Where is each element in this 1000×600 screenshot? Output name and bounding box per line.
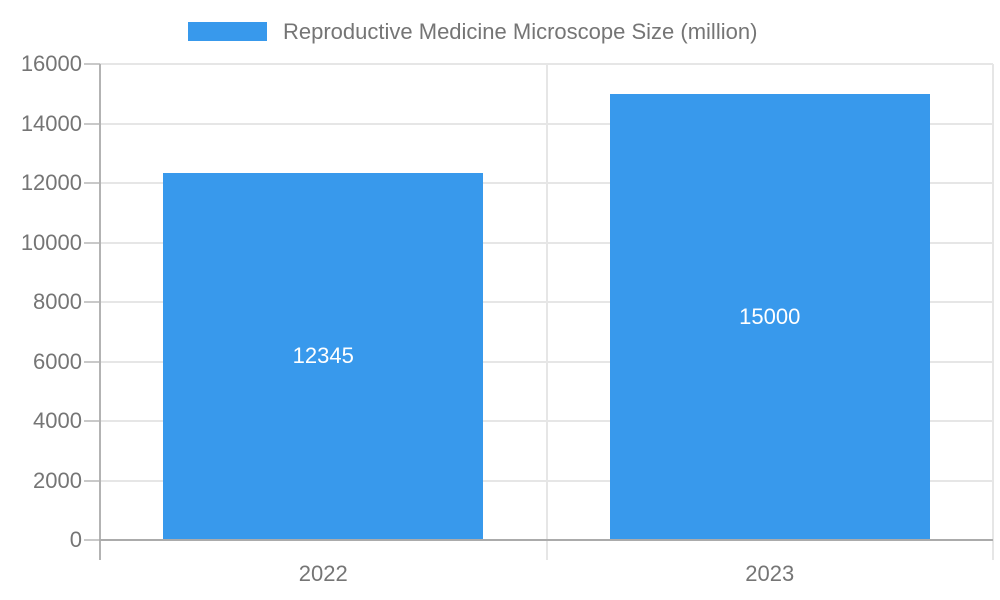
y-tick — [84, 539, 100, 541]
y-tick-label: 4000 — [33, 408, 82, 433]
y-tick-label: 16000 — [20, 51, 82, 76]
y-tick — [84, 182, 100, 184]
x-tick-label: 2022 — [298, 561, 348, 586]
x-tick-label: 2023 — [745, 561, 795, 586]
y-tick — [84, 63, 100, 65]
bar-value-label: 15000 — [739, 303, 801, 329]
plot-area: 0 2000 4000 6000 8000 10000 12000 14000 16000 123… — [21, 51, 994, 586]
y-tick-label: 6000 — [33, 348, 82, 374]
y-tick — [84, 479, 100, 482]
y-tick-label: 0 — [69, 527, 82, 552]
y-axis-line — [99, 64, 101, 560]
x-axis-line — [99, 539, 993, 541]
legend-swatch — [188, 22, 267, 41]
y-tick-label: 8000 — [33, 289, 82, 314]
y-tick — [84, 301, 100, 303]
y-tick — [84, 360, 100, 363]
plot-right-border — [992, 64, 994, 560]
legend-label: Reproductive Medicine Microscope Size (m… — [283, 19, 758, 44]
y-tick-label: 2000 — [33, 467, 82, 493]
y-tick — [84, 420, 100, 422]
bar-2023[interactable]: 15000 — [609, 93, 930, 540]
bar-2022[interactable]: 12345 — [163, 172, 484, 540]
category-divider-line — [545, 64, 548, 560]
y-tick-label: 14000 — [20, 110, 82, 136]
bar-value-label: 12345 — [292, 343, 354, 369]
y-tick-label: 12000 — [20, 170, 82, 195]
y-tick — [84, 241, 100, 244]
y-tick — [84, 122, 100, 125]
y-tick-label: 10000 — [20, 229, 82, 255]
